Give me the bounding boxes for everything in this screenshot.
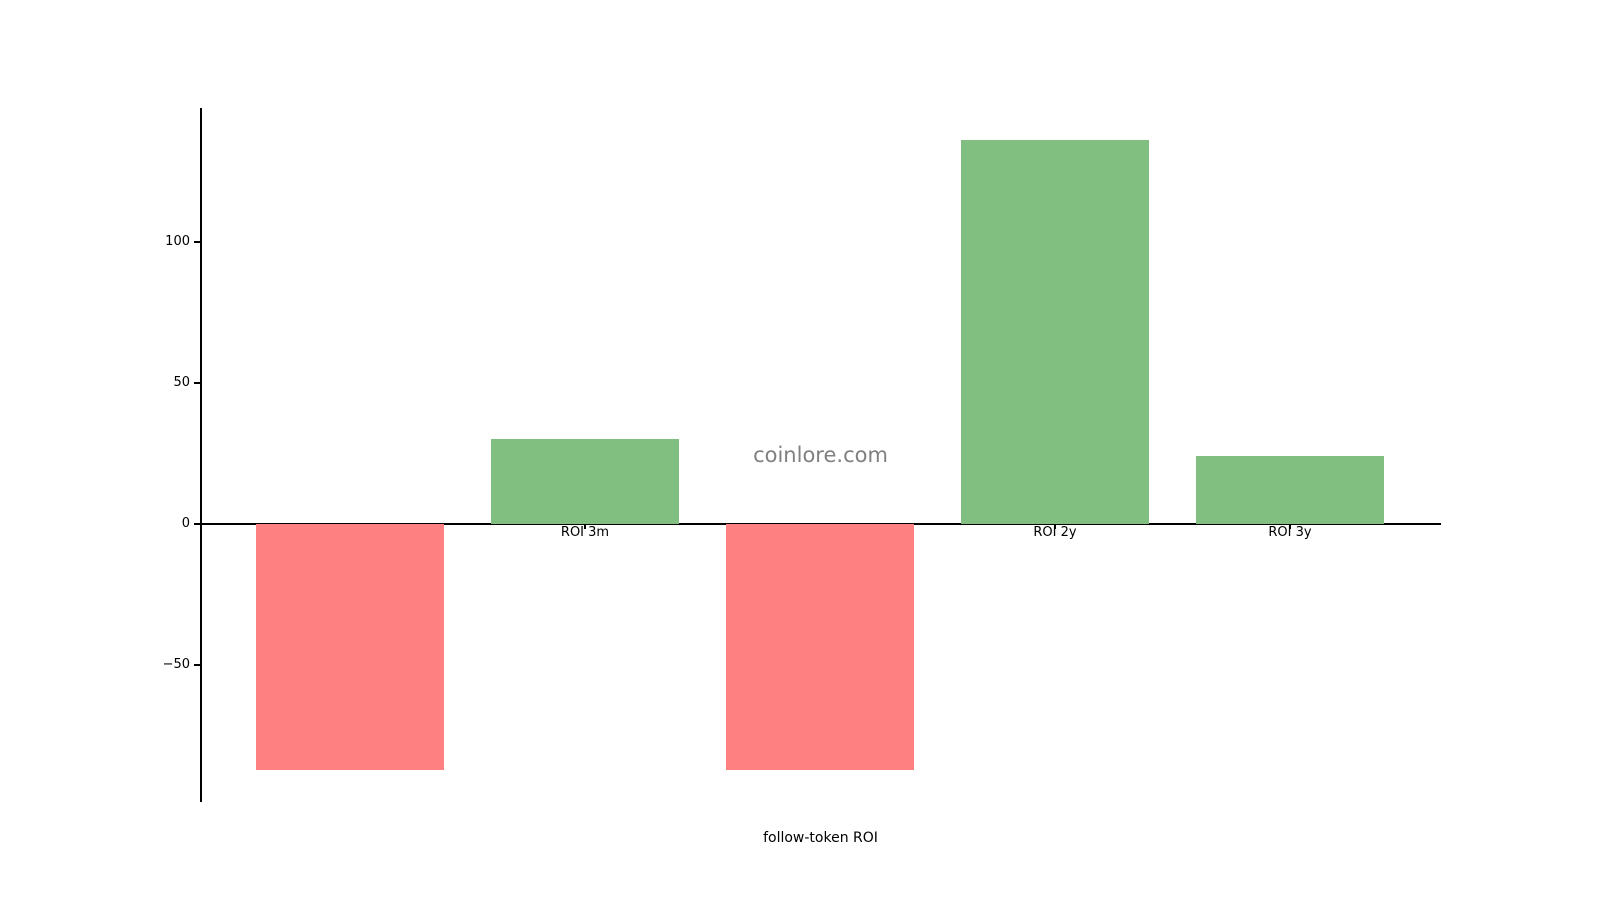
bar-unlabeled-0: [256, 524, 444, 770]
y-tick-mark: [194, 382, 200, 384]
y-tick-mark: [194, 664, 200, 666]
y-tick-label: 100: [165, 234, 190, 249]
x-tick-label: ROI 2y: [1033, 525, 1077, 541]
bar-unlabeled-2: [726, 524, 914, 770]
y-tick-mark: [194, 523, 200, 525]
y-tick-mark: [194, 241, 200, 243]
y-tick-label: 0: [181, 516, 190, 532]
x-tick-label: ROI 3m: [560, 525, 610, 541]
x-tick-label: ROI 3y: [1268, 525, 1312, 541]
bar-roi-3y: [1196, 456, 1384, 525]
y-axis-spine: [200, 108, 202, 802]
bar-roi-3m: [491, 439, 679, 525]
x-axis-title: follow-token ROI: [763, 830, 878, 846]
watermark-text: coinlore.com: [753, 443, 888, 467]
x-tick-mark: [1054, 524, 1056, 530]
x-tick-mark: [1289, 524, 1291, 530]
y-tick-label: 50: [173, 375, 190, 391]
y-tick-label: −50: [162, 657, 190, 673]
x-tick-mark: [584, 524, 586, 530]
bar-roi-2y: [961, 140, 1149, 525]
